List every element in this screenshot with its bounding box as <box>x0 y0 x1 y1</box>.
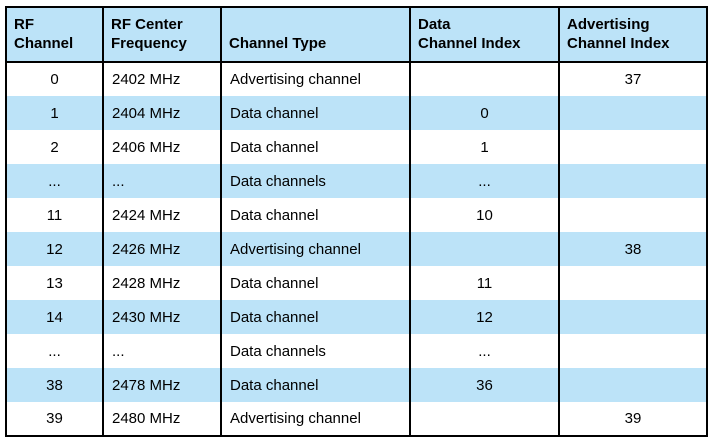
cell-advertising-channel-index <box>558 300 708 334</box>
cell-advertising-channel-index <box>558 164 708 198</box>
cell-channel-type: Data channels <box>220 164 411 198</box>
cell-rf-center-frequency: 2428 MHz <box>102 266 222 300</box>
cell-rf-channel: 13 <box>5 266 104 300</box>
cell-advertising-channel-index: 39 <box>558 402 708 436</box>
cell-data-channel-index: 1 <box>409 130 560 164</box>
cell-data-channel-index <box>409 232 560 266</box>
header-data-channel-index: Data Channel Index <box>409 7 560 63</box>
table-row: 2 2406 MHz Data channel 1 <box>5 130 708 164</box>
cell-rf-channel: 2 <box>5 130 104 164</box>
cell-rf-channel: 11 <box>5 198 104 232</box>
cell-channel-type: Advertising channel <box>220 62 411 96</box>
table-row: 1 2404 MHz Data channel 0 <box>5 96 708 130</box>
cell-rf-center-frequency: 2426 MHz <box>102 232 222 266</box>
cell-rf-center-frequency: 2480 MHz <box>102 402 222 436</box>
table-row: 13 2428 MHz Data channel 11 <box>5 266 708 300</box>
cell-rf-center-frequency: 2404 MHz <box>102 96 222 130</box>
cell-rf-center-frequency: ... <box>102 334 222 368</box>
cell-data-channel-index: 0 <box>409 96 560 130</box>
header-row: RF Channel RF Center Frequency Channel T… <box>5 7 708 63</box>
cell-channel-type: Data channel <box>220 368 411 402</box>
cell-data-channel-index <box>409 402 560 436</box>
cell-rf-center-frequency: 2478 MHz <box>102 368 222 402</box>
header-advertising-channel-index: Advertising Channel Index <box>558 7 708 63</box>
table-row: 0 2402 MHz Advertising channel 37 <box>5 62 708 96</box>
table-row: 39 2480 MHz Advertising channel 39 <box>5 402 708 436</box>
cell-rf-center-frequency: ... <box>102 164 222 198</box>
cell-advertising-channel-index <box>558 368 708 402</box>
cell-advertising-channel-index <box>558 198 708 232</box>
cell-advertising-channel-index <box>558 130 708 164</box>
table-row: 12 2426 MHz Advertising channel 38 <box>5 232 708 266</box>
cell-advertising-channel-index: 37 <box>558 62 708 96</box>
cell-rf-channel: 1 <box>5 96 104 130</box>
cell-channel-type: Data channel <box>220 266 411 300</box>
cell-rf-channel: 0 <box>5 62 104 96</box>
header-channel-type: Channel Type <box>220 7 411 63</box>
cell-data-channel-index: 12 <box>409 300 560 334</box>
cell-rf-center-frequency: 2406 MHz <box>102 130 222 164</box>
cell-rf-center-frequency: 2424 MHz <box>102 198 222 232</box>
table-header: RF Channel RF Center Frequency Channel T… <box>5 7 708 63</box>
cell-rf-center-frequency: 2430 MHz <box>102 300 222 334</box>
table-row: 11 2424 MHz Data channel 10 <box>5 198 708 232</box>
cell-advertising-channel-index <box>558 266 708 300</box>
cell-advertising-channel-index <box>558 334 708 368</box>
cell-rf-channel: 38 <box>5 368 104 402</box>
table-row-ellipsis: ... ... Data channels ... <box>5 164 708 198</box>
cell-data-channel-index <box>409 62 560 96</box>
table-body: 0 2402 MHz Advertising channel 37 1 2404… <box>5 62 708 436</box>
table-row: 38 2478 MHz Data channel 36 <box>5 368 708 402</box>
cell-advertising-channel-index: 38 <box>558 232 708 266</box>
header-rf-channel: RF Channel <box>5 7 104 63</box>
cell-data-channel-index: 10 <box>409 198 560 232</box>
cell-advertising-channel-index <box>558 96 708 130</box>
cell-channel-type: Data channels <box>220 334 411 368</box>
cell-channel-type: Data channel <box>220 96 411 130</box>
cell-channel-type: Advertising channel <box>220 402 411 436</box>
table-row-ellipsis: ... ... Data channels ... <box>5 334 708 368</box>
cell-channel-type: Data channel <box>220 198 411 232</box>
cell-channel-type: Data channel <box>220 300 411 334</box>
cell-data-channel-index: ... <box>409 334 560 368</box>
cell-rf-channel: ... <box>5 164 104 198</box>
cell-data-channel-index: 36 <box>409 368 560 402</box>
cell-channel-type: Advertising channel <box>220 232 411 266</box>
ble-channel-table: RF Channel RF Center Frequency Channel T… <box>5 6 708 437</box>
cell-data-channel-index: 11 <box>409 266 560 300</box>
cell-data-channel-index: ... <box>409 164 560 198</box>
header-rf-center-frequency: RF Center Frequency <box>102 7 222 63</box>
cell-rf-channel: 39 <box>5 402 104 436</box>
cell-rf-channel: ... <box>5 334 104 368</box>
cell-channel-type: Data channel <box>220 130 411 164</box>
table-row: 14 2430 MHz Data channel 12 <box>5 300 708 334</box>
cell-rf-channel: 12 <box>5 232 104 266</box>
cell-rf-channel: 14 <box>5 300 104 334</box>
cell-rf-center-frequency: 2402 MHz <box>102 62 222 96</box>
